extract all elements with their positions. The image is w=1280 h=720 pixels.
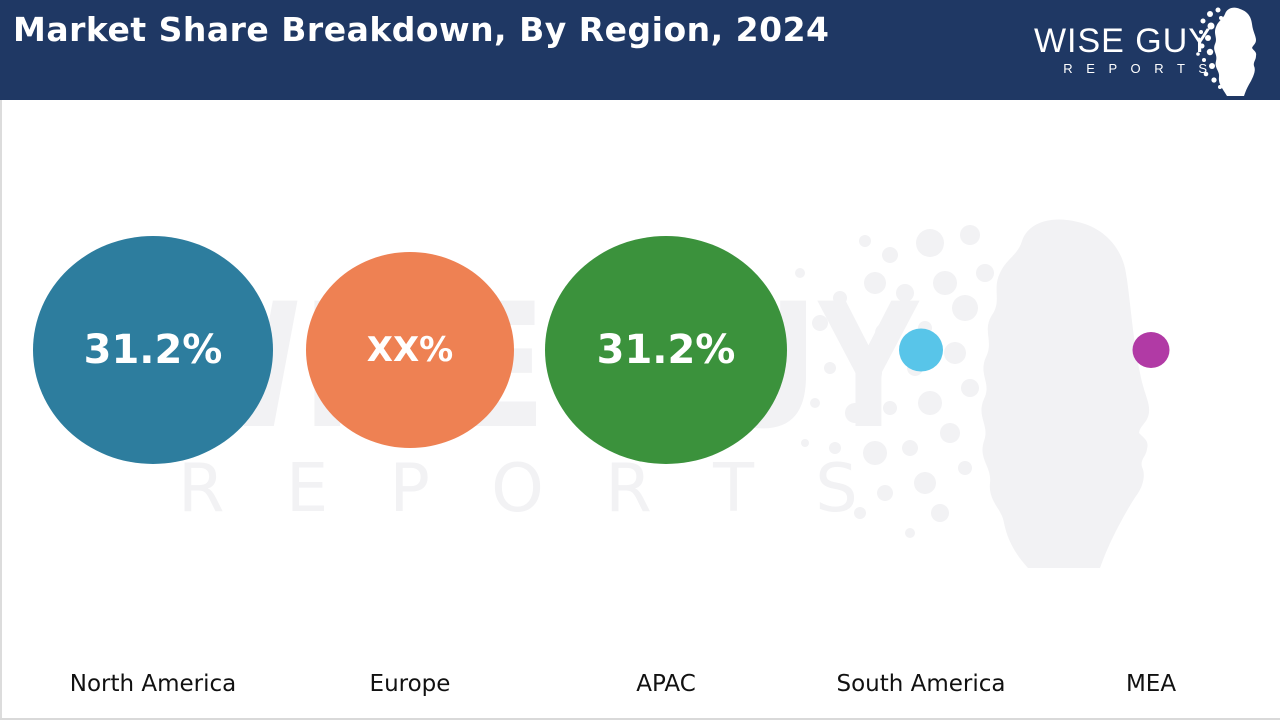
category-label-north-america: North America — [69, 671, 237, 697]
bubble-europe: XX% — [306, 252, 514, 448]
head-watermark-icon — [791, 219, 1150, 568]
category-label-south-america: South America — [836, 671, 1006, 697]
watermark-reports-text: R E P O R T S — [178, 449, 878, 527]
bubble-apac: 31.2% — [545, 236, 787, 464]
logo-head-icon — [1196, 7, 1257, 96]
page-title: Market Share Breakdown, By Region, 2024 — [13, 10, 830, 49]
bubble-value-label: 31.2% — [83, 327, 223, 373]
left-border-line — [0, 100, 2, 718]
logo-text: WISE GUY R E P O R T S — [1034, 24, 1212, 76]
category-label-apac: APAC — [636, 671, 696, 697]
watermark-wiseguy-text: WISE GUY — [150, 266, 919, 467]
bubble-value-label: 31.2% — [596, 327, 736, 373]
bubble-mea — [1132, 332, 1170, 368]
bubble-value-label: XX% — [366, 330, 454, 370]
bubble-south-america — [899, 328, 943, 372]
category-label-europe: Europe — [369, 671, 451, 697]
logo-wordmark: WISE GUY — [1033, 22, 1212, 60]
bubble-north-america: 31.2% — [33, 236, 273, 464]
header: Market Share Breakdown, By Region, 2024 … — [0, 0, 1280, 100]
wiseguy-logo: WISE GUY R E P O R T S — [1034, 4, 1268, 96]
logo-subtitle: R E P O R T S — [1063, 61, 1212, 76]
bottom-border-line — [0, 718, 1280, 720]
category-label-mea: MEA — [1125, 671, 1177, 697]
